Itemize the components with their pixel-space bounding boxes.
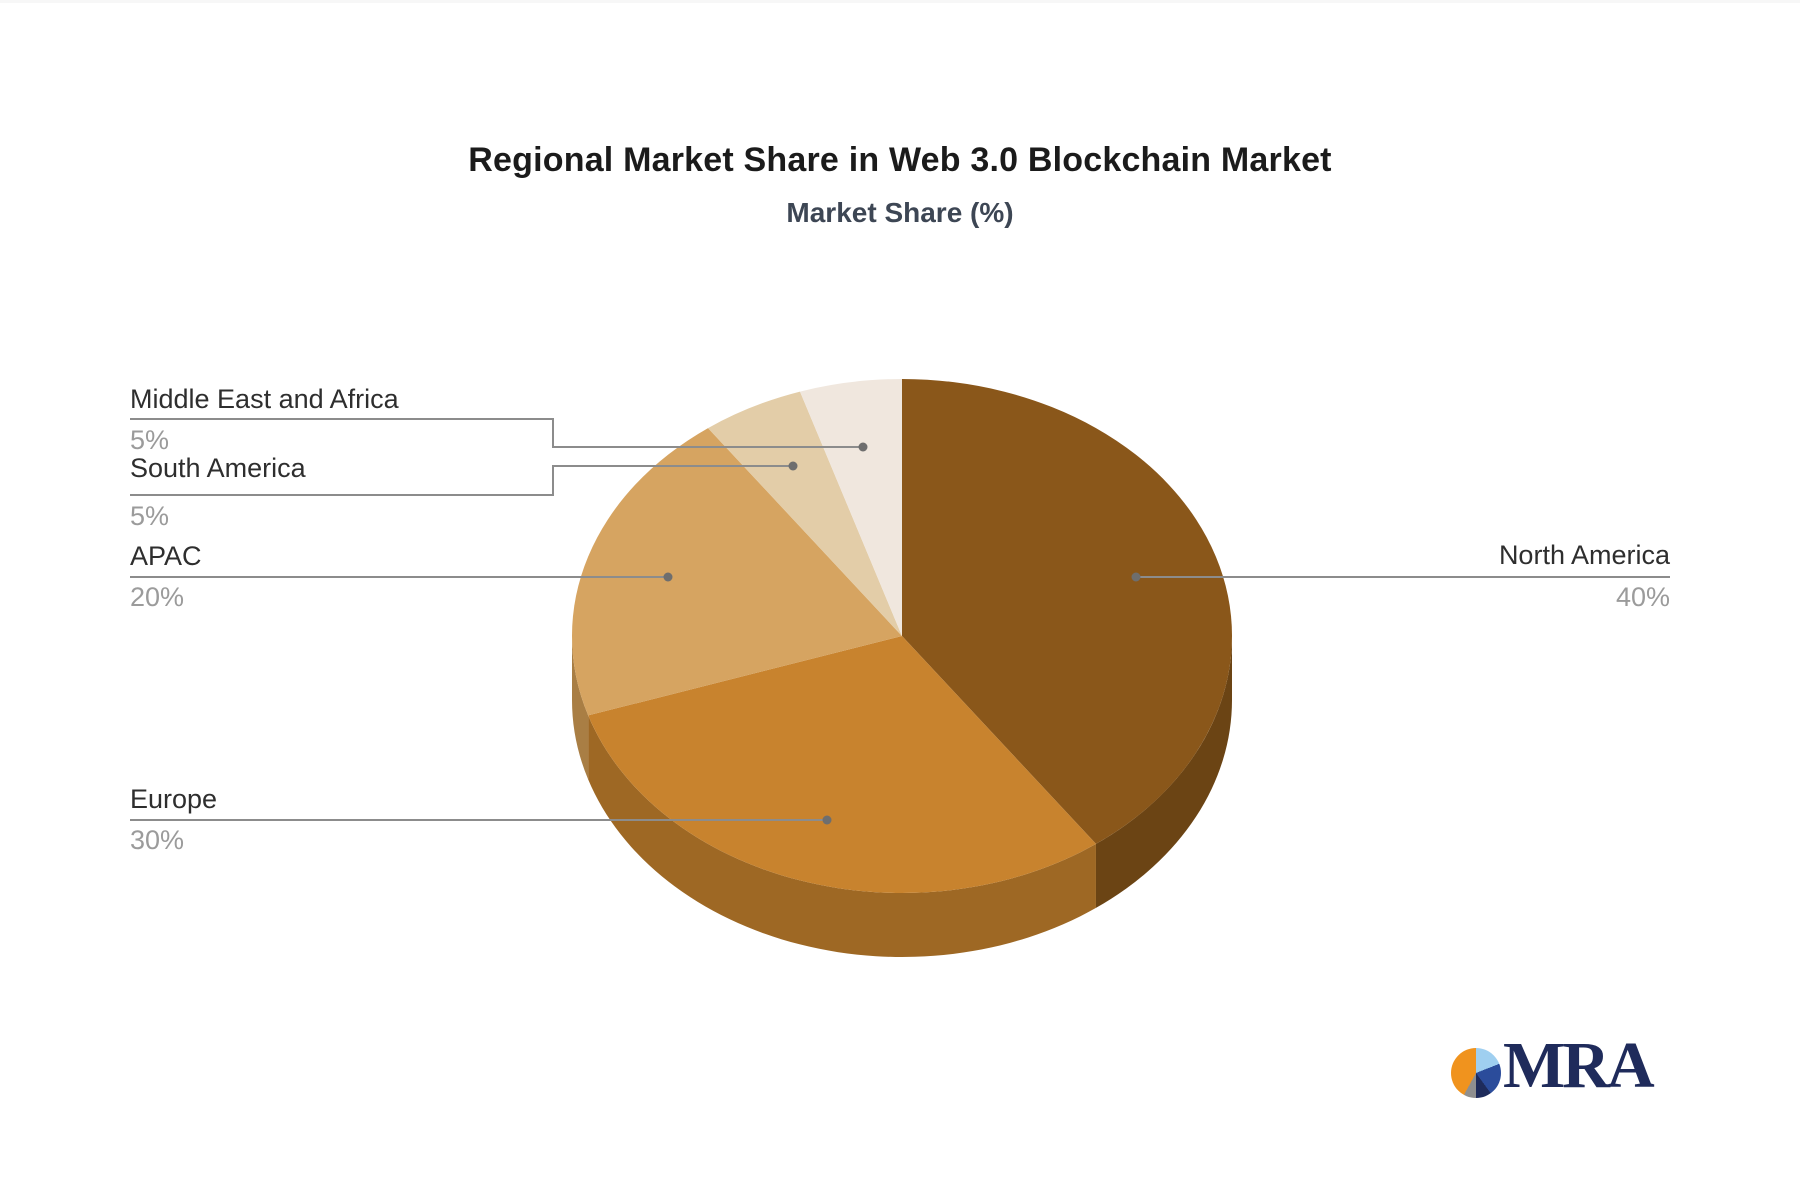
pie-chart (130, 379, 1670, 958)
page-title: Regional Market Share in Web 3.0 Blockch… (468, 141, 1332, 179)
brand-logo-pie-icon (1451, 1048, 1501, 1098)
leader-dot-north-america (1131, 572, 1141, 582)
pie-side-north-america (1095, 636, 1232, 908)
leader-line-middle-east-and-africa (130, 418, 863, 448)
pie-slice-south-america[interactable] (708, 391, 902, 636)
callout-value-europe: 30% (130, 825, 185, 855)
pie-slice-europe[interactable] (588, 636, 1096, 894)
pie-side-apac (572, 636, 589, 780)
callout-label-north-america: North America (1498, 540, 1670, 570)
callout-value-north-america: 40% (1615, 582, 1670, 612)
callout-label-middle-east-and-africa: Middle East and Africa (130, 384, 399, 414)
pie-slice-apac[interactable] (571, 428, 902, 716)
callout-label-south-america: South America (130, 453, 306, 483)
leader-dot-apac (663, 572, 673, 582)
callout-value-middle-east-and-africa: 5% (130, 425, 170, 455)
callout-label-europe: Europe (130, 784, 218, 814)
leader-line-south-america (130, 465, 793, 496)
brand-logo: MRA (1451, 1029, 1655, 1102)
pie-side-europe (588, 715, 1096, 958)
callout-label-apac: APAC (130, 541, 202, 571)
pie-slice-north-america[interactable] (902, 379, 1233, 844)
leader-dot-middle-east-and-africa (858, 442, 868, 452)
brand-logo-text: MRA (1503, 1029, 1655, 1102)
callout-value-apac: 20% (130, 582, 185, 612)
leader-dot-europe (822, 815, 832, 825)
callout-value-south-america: 5% (130, 501, 170, 531)
pie-slice-middle-east-and-africa[interactable] (800, 379, 902, 636)
chart-subtitle: Market Share (%) (786, 197, 1014, 228)
leader-dot-south-america (788, 461, 798, 471)
